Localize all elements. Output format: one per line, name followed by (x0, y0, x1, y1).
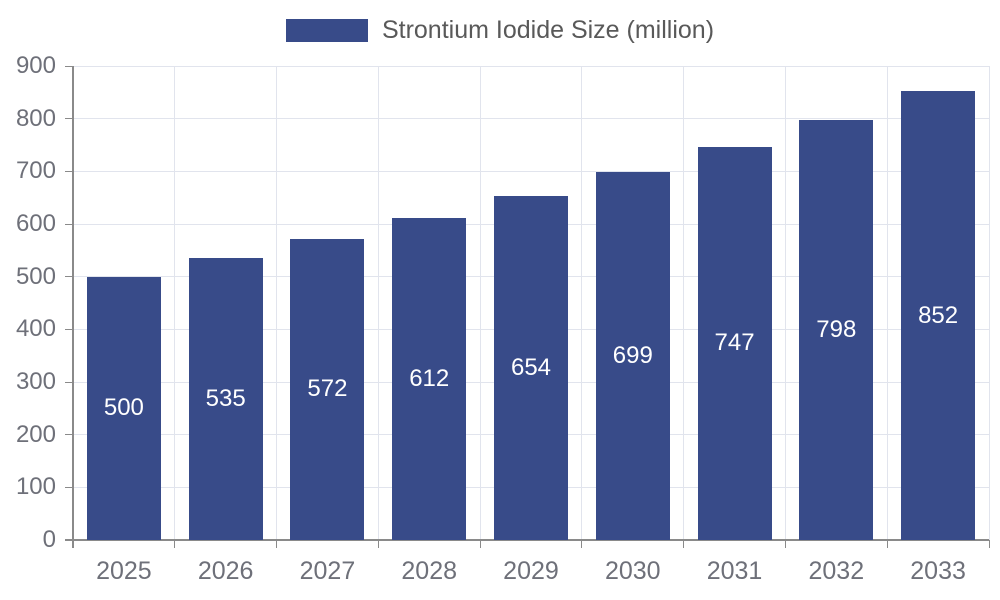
y-axis-tick-label: 600 (15, 210, 56, 237)
grid-line-horizontal (73, 170, 989, 172)
grid-line-vertical (683, 66, 685, 540)
bar[interactable] (290, 238, 365, 540)
x-axis-tick-label: 2026 (197, 557, 254, 585)
legend[interactable]: Strontium Iodide Size (million) (0, 16, 1000, 45)
legend-label: Strontium Iodide Size (million) (381, 16, 715, 44)
x-axis-tick (683, 540, 685, 548)
grid-line-vertical (276, 66, 278, 540)
grid-line-vertical (479, 66, 481, 540)
bar-value-label: 747 (714, 329, 755, 357)
y-axis-tick (65, 65, 73, 67)
bar-value-label: 535 (205, 385, 246, 413)
bar[interactable] (494, 195, 568, 540)
bar-value-label: 500 (103, 394, 144, 422)
y-axis-tick (65, 276, 73, 278)
bar-value-label: 572 (307, 375, 348, 403)
y-axis-tick (65, 118, 73, 120)
y-axis-tick-label: 300 (15, 368, 56, 395)
legend-swatch (285, 19, 368, 42)
bar-value-label: 654 (510, 353, 552, 381)
y-axis-tick-label: 900 (15, 52, 56, 79)
x-axis-tick (581, 540, 583, 548)
x-axis-tick-label: 2033 (910, 557, 966, 585)
x-axis-tick (276, 540, 278, 548)
y-axis-tick-label: 0 (42, 526, 56, 553)
grid-line-vertical (377, 66, 379, 540)
x-axis-tick (784, 540, 786, 548)
y-axis-tick (65, 223, 73, 225)
y-axis-tick (65, 539, 73, 541)
bar[interactable] (86, 276, 161, 540)
y-axis-tick-label: 400 (15, 315, 56, 343)
y-axis-line (72, 66, 74, 548)
grid-line-vertical (581, 66, 583, 540)
y-axis-tick (65, 434, 73, 436)
x-axis-tick (377, 540, 379, 548)
bar[interactable] (188, 258, 263, 540)
x-axis-tick-label: 2030 (604, 557, 661, 585)
y-axis-tick (65, 381, 73, 383)
x-axis-tick-label: 2031 (706, 557, 763, 585)
x-axis-tick-label: 2027 (299, 557, 356, 585)
x-axis-tick (886, 540, 888, 548)
bar-value-label: 612 (409, 364, 450, 392)
x-axis-tick-label: 2028 (401, 557, 458, 585)
y-axis-tick-label: 800 (15, 104, 56, 132)
y-axis-tick-label: 700 (15, 157, 56, 185)
y-axis-tick (65, 328, 73, 330)
x-axis-tick-label: 2029 (503, 557, 559, 585)
y-axis-tick (65, 170, 73, 172)
y-axis-tick-label: 500 (15, 262, 56, 290)
bar-value-label: 699 (612, 341, 653, 369)
y-axis-tick (65, 486, 73, 488)
grid-line-vertical (988, 66, 990, 540)
bar-value-label: 852 (918, 301, 959, 329)
grid-line-vertical (886, 66, 888, 540)
x-axis-tick (174, 540, 176, 548)
bar[interactable] (697, 146, 772, 540)
x-axis-line (65, 539, 989, 541)
x-axis-tick-label: 2025 (96, 557, 152, 585)
bar-value-label: 798 (816, 315, 857, 343)
bar[interactable] (799, 119, 874, 540)
y-axis-tick-label: 200 (15, 420, 56, 448)
grid-line-vertical (174, 66, 176, 540)
x-axis-tick (988, 540, 990, 548)
bar[interactable] (392, 217, 467, 540)
bar[interactable] (595, 171, 670, 540)
x-axis-tick-label: 2032 (808, 557, 865, 585)
x-axis-tick (72, 540, 74, 548)
y-axis-tick-label: 100 (15, 473, 56, 501)
x-axis-tick (479, 540, 481, 548)
grid-line-horizontal (73, 118, 989, 120)
bar[interactable] (901, 91, 976, 540)
grid-line-vertical (784, 66, 786, 540)
grid-line-horizontal (73, 65, 989, 67)
